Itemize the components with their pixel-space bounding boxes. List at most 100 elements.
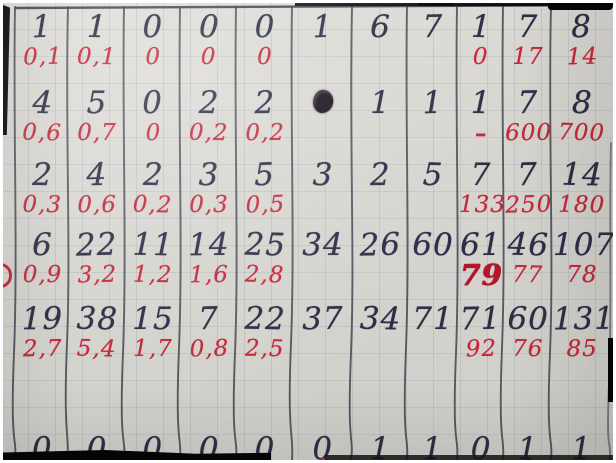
cell-value-secondary — [294, 192, 352, 203]
cell-value-primary: 7 — [197, 300, 220, 338]
cell-value-secondary: 2,8 — [244, 261, 285, 289]
table-cell: 71 92 — [458, 300, 504, 363]
cell-value-primary: 5 — [422, 156, 444, 194]
cell-value-primary: 0 — [254, 9, 276, 45]
table-cell: 1 — [354, 86, 407, 130]
cell-value-primary: 34 — [302, 227, 344, 263]
cell-value-primary: 6 — [32, 227, 53, 263]
photo-edge-top-right — [548, 3, 613, 10]
table-cell: 46 77 — [504, 227, 551, 289]
table-cell: 4 0,6 — [70, 157, 125, 220]
cell-value-primary: 60 — [507, 300, 550, 338]
cell-value-secondary: – — [474, 119, 487, 148]
cell-value-secondary: 76 — [511, 335, 544, 363]
table-cell: 37 — [294, 300, 353, 347]
table-cell: 0 0 — [125, 85, 181, 147]
cell-value-primary: 5 — [253, 156, 276, 194]
table-cell: 2 0,2 — [125, 157, 180, 219]
cell-value-primary: 1 — [86, 8, 108, 46]
cell-value-secondary: 0,5 — [245, 191, 286, 219]
cell-value-primary: 1 — [470, 84, 492, 122]
cell-value-secondary: 1,2 — [132, 261, 173, 289]
table-cell: 7 250 — [504, 156, 553, 219]
table-cell: 5 — [408, 157, 457, 202]
cell-value-secondary: 0,2 — [245, 119, 286, 147]
cell-value-secondary: 17 — [512, 44, 544, 70]
cell-value-secondary: 0 — [145, 43, 162, 71]
cell-value-secondary: 2,7 — [22, 335, 63, 363]
cell-value-secondary — [294, 262, 352, 272]
cell-value-primary: 2 — [254, 84, 276, 122]
cell-value-primary: 15 — [132, 301, 174, 337]
table-cell: 6 0,9 — [17, 228, 68, 289]
cell-value-primary: 11 — [132, 226, 175, 264]
table-cell: 131 85 — [552, 300, 613, 364]
cell-value-primary: 7 — [422, 8, 444, 46]
photo-edge-top — [295, 3, 613, 6]
cell-value-secondary — [354, 44, 407, 55]
cell-value-primary: 6 — [369, 8, 392, 46]
cell-value-primary: 7 — [516, 156, 539, 194]
cell-value-primary: 5 — [86, 85, 108, 121]
cell-value-primary: 7 — [470, 157, 492, 193]
ink-blot — [312, 89, 334, 114]
table-cell: 3 — [294, 156, 353, 203]
cell-value-secondary: 0,3 — [189, 192, 229, 218]
ledger-table: 1 0,1 1 0,1 0 0 0 0 0 0 1 6 7 1 0 7 17 8… — [3, 3, 613, 460]
cell-value-secondary — [409, 336, 457, 346]
cell-value-primary: 2 — [369, 156, 392, 194]
cell-value-secondary: 133 — [459, 192, 506, 218]
cell-value-primary: 14 — [187, 226, 230, 264]
cell-value-primary: 60 — [412, 226, 455, 264]
cell-value-primary: 3 — [312, 156, 334, 194]
table-cell: 1 — [408, 85, 457, 130]
cell-value-secondary: 3,2 — [77, 261, 118, 289]
cell-value-primary: 8 — [571, 84, 594, 122]
cell-value-primary: 0 — [142, 8, 164, 46]
cell-value-primary: 1 — [311, 8, 334, 46]
cell-value-primary: 37 — [301, 300, 344, 338]
table-cell: 2 — [354, 156, 408, 203]
cell-value-primary: 34 — [359, 300, 402, 338]
cell-value-secondary: 0,6 — [21, 119, 63, 147]
table-cell: 14 1,6 — [182, 226, 237, 290]
cell-value-secondary: 250 — [505, 191, 553, 219]
cell-value-primary: 26 — [359, 226, 402, 264]
cell-value-primary: 131 — [552, 300, 613, 338]
cell-value-primary: 25 — [244, 226, 287, 264]
table-cell: 2 0,2 — [182, 85, 237, 148]
cell-value-primary: 2 — [32, 156, 54, 194]
cell-value-secondary: 0,2 — [188, 119, 229, 147]
cell-value-primary: 22 — [244, 300, 287, 338]
cell-value-primary: 7 — [517, 9, 539, 45]
table-cell: 7 600 — [505, 84, 552, 148]
cell-value-secondary — [409, 119, 457, 130]
cell-value-secondary: 0,8 — [189, 335, 230, 363]
photo-edge-top — [418, 3, 454, 6]
cell-value-secondary: 0 — [200, 43, 217, 71]
table-cell: 26 — [353, 226, 407, 272]
table-cell: 5 0,7 — [70, 86, 124, 147]
cell-value-secondary: 0 — [472, 43, 489, 71]
cell-value-primary: 0 — [141, 84, 164, 122]
cell-value-secondary: 5,4 — [76, 335, 117, 363]
table-cell: 1 0 — [458, 9, 503, 71]
photo-edge-right — [608, 338, 613, 402]
cell-value-secondary: 78 — [566, 262, 598, 288]
table-cell: 14 180 — [553, 157, 612, 220]
cell-value-secondary: 1,7 — [133, 336, 173, 362]
table-cell: 60 76 — [505, 300, 552, 364]
table-cell: 25 2,8 — [237, 227, 292, 289]
cell-value-secondary: 180 — [558, 191, 606, 219]
table-cell: 7 133 — [459, 157, 506, 219]
cell-value-primary: 7 — [517, 84, 539, 122]
cell-value-primary: 19 — [21, 300, 64, 338]
cell-value-secondary — [408, 191, 456, 202]
table-cell: 61 79 — [459, 227, 504, 293]
cell-value-primary: 0 — [198, 8, 221, 46]
table-cell: 7 — [409, 8, 458, 55]
cell-value-primary: 1 — [31, 8, 53, 46]
table-cell: 7 0,8 — [181, 301, 237, 363]
table-cell: 0 0 — [126, 8, 181, 72]
